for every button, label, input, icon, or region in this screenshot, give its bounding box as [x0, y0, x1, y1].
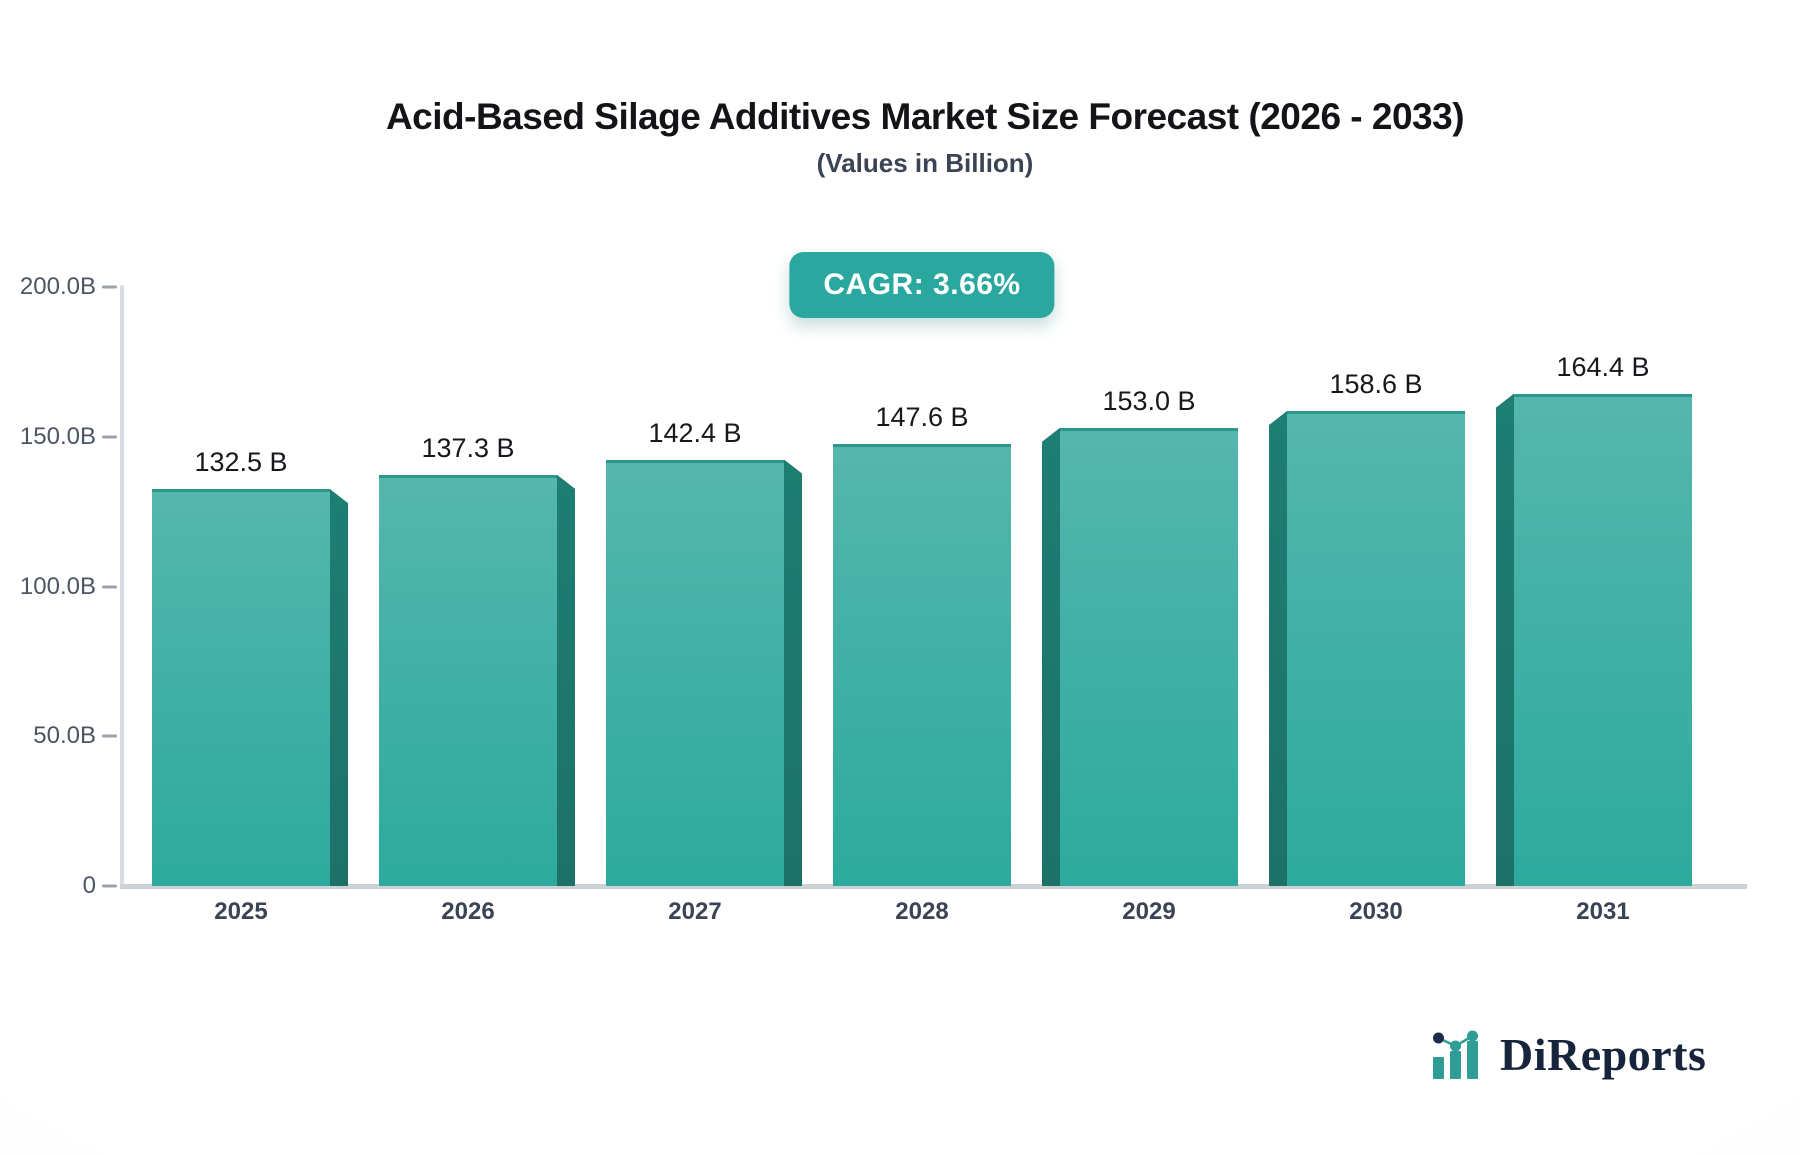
bar-face: [1060, 427, 1238, 886]
y-tick-label-100: 100.0B: [19, 572, 96, 600]
x-category-label-2027: 2027: [668, 898, 722, 925]
y-tick-label-200: 200.0B: [19, 273, 96, 300]
bar-face: [1287, 410, 1465, 886]
direports-logo-icon: [1433, 1030, 1478, 1079]
cagr-badge: CAGR: 3.66%: [789, 252, 1055, 318]
bar-2026: 137.3 B: [379, 433, 575, 886]
x-category-label-2030: 2030: [1349, 898, 1403, 925]
x-category-label-2026: 2026: [441, 898, 495, 925]
bar-value-label: 137.3 B: [421, 432, 515, 463]
y-tick-mark-50: [102, 734, 117, 738]
chart-subtitle: (Values in Billion): [816, 148, 1034, 178]
bar-value-label: 132.5 B: [194, 447, 288, 478]
x-category-label-2028: 2028: [895, 898, 949, 925]
bar-side-facet: [557, 474, 575, 886]
bar-side-facet: [1496, 393, 1514, 886]
bar-2025: 132.5 B: [152, 447, 348, 886]
x-axis-baseline: [120, 884, 1747, 889]
y-tick-mark-200: [102, 285, 117, 289]
bar-side-facet: [1042, 427, 1060, 886]
x-category-label-2031: 2031: [1576, 898, 1630, 925]
y-tick-label-150: 150.0B: [19, 422, 96, 450]
bar-value-label: 158.6 B: [1329, 368, 1423, 399]
bar-2027: 142.4 B: [606, 418, 802, 886]
y-axis-line: [120, 285, 124, 889]
y-tick-mark-100: [102, 585, 117, 588]
bar-face: [606, 459, 784, 886]
x-category-label-2025: 2025: [214, 898, 268, 925]
bar-face: [1514, 393, 1692, 886]
chart-title: Acid-Based Silage Additives Market Size …: [385, 96, 1465, 137]
bar-face: [833, 443, 1011, 886]
y-tick-label-50: 50.0B: [33, 722, 96, 750]
bar-2030: 158.6 B: [1269, 369, 1465, 886]
brand-watermark: DiReports: [1430, 1028, 1706, 1081]
bar-face: [379, 474, 557, 886]
brand-name: DiReports: [1500, 1029, 1707, 1080]
y-tick-mark-0: [102, 884, 117, 888]
bar-value-label: 164.4 B: [1556, 351, 1650, 382]
y-tick-mark-150: [102, 435, 117, 439]
bar-value-label: 142.4 B: [648, 417, 742, 448]
bar-side-facet: [784, 459, 802, 886]
bar-value-label: 147.6 B: [875, 401, 969, 432]
bar-face: [152, 489, 330, 886]
x-category-label-2029: 2029: [1122, 898, 1176, 925]
bar-side-facet: [330, 489, 348, 886]
bar-2028: 147.6 B: [833, 402, 1011, 886]
bar-2031: 164.4 B: [1496, 352, 1692, 886]
bar-side-facet: [1269, 410, 1287, 886]
bar-value-label: 153.0 B: [1102, 385, 1196, 416]
y-tick-label-0: 0: [82, 872, 96, 899]
bar-2029: 153.0 B: [1042, 386, 1238, 886]
